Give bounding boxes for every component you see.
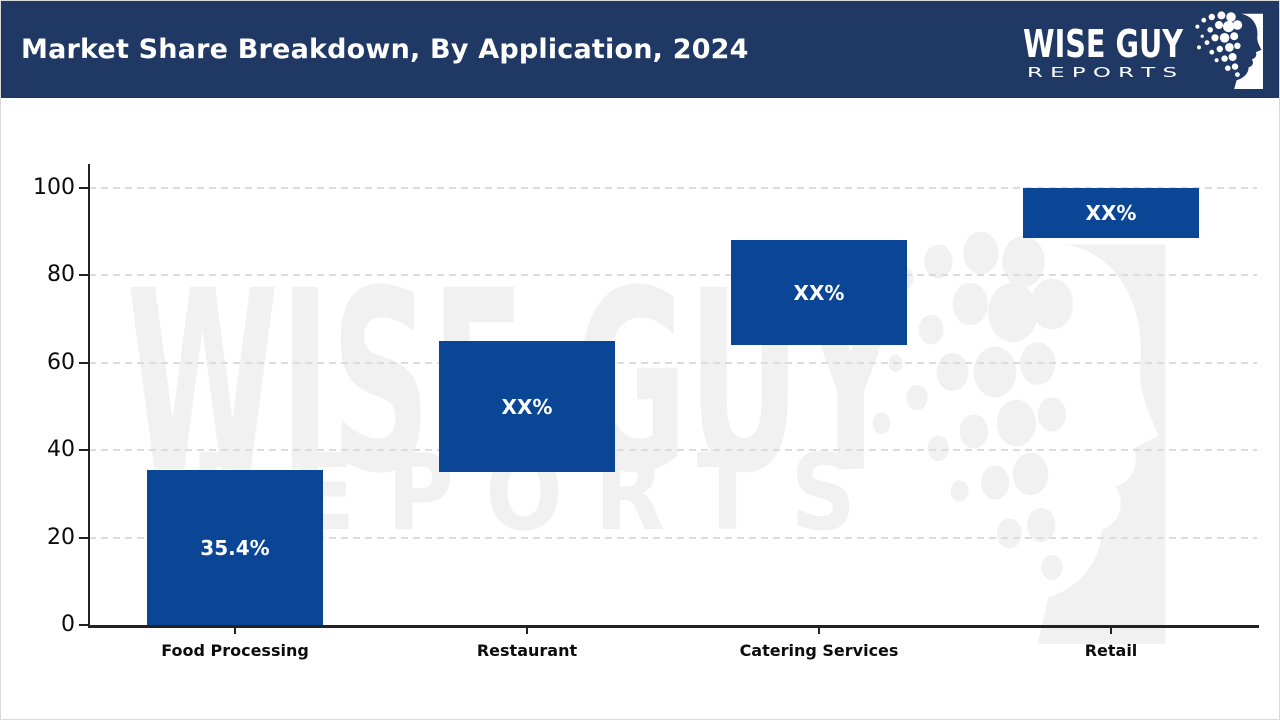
gridline-60 [89, 361, 1257, 364]
bar-restaurant: XX% [439, 340, 615, 473]
y-tick-label-80: 80 [47, 262, 75, 288]
y-tick-label-60: 60 [47, 349, 75, 375]
bar-value-label-food-processing: 35.4% [200, 535, 270, 560]
header-bar: Market Share Breakdown, By Application, … [1, 1, 1279, 98]
bar-value-label-restaurant: XX% [501, 394, 553, 419]
wiseguy-logo: WISE GUY R E P O R T S [1023, 11, 1263, 89]
y-axis-line [88, 164, 90, 627]
x-tick-mark-food-processing [234, 625, 236, 634]
gridline-80 [89, 274, 1257, 277]
logo-subtitle: R E P O R T S [1027, 66, 1177, 81]
bar-food-processing: 35.4% [147, 470, 323, 625]
bar-catering-services: XX% [731, 240, 907, 346]
gridline-20 [89, 536, 1257, 539]
y-tick-mark-100 [79, 187, 88, 190]
y-tick-label-0: 0 [61, 612, 75, 637]
category-label-retail: Retail [1084, 641, 1138, 660]
y-tick-label-100: 100 [33, 175, 75, 201]
bar-value-label-catering-services: XX% [793, 280, 845, 305]
x-tick-mark-catering-services [818, 625, 820, 634]
chart-title: Market Share Breakdown, By Application, … [21, 34, 749, 65]
gridline-100 [89, 187, 1257, 190]
y-tick-mark-80 [79, 274, 88, 277]
category-label-catering-services: Catering Services [739, 641, 899, 660]
y-tick-mark-60 [79, 361, 88, 364]
bar-value-label-retail: XX% [1085, 201, 1137, 226]
x-tick-mark-restaurant [526, 625, 528, 634]
gridline-40 [89, 449, 1257, 452]
y-tick-mark-40 [79, 449, 88, 452]
bar-retail: XX% [1023, 188, 1199, 239]
y-tick-mark-20 [79, 536, 88, 539]
category-label-food-processing: Food Processing [161, 641, 309, 660]
logo-name: WISE GUY [1023, 22, 1183, 66]
x-axis-line [88, 625, 1259, 628]
y-tick-label-20: 20 [47, 524, 75, 550]
category-label-restaurant: Restaurant [476, 641, 578, 660]
y-tick-label-40: 40 [47, 437, 75, 463]
x-tick-mark-retail [1110, 625, 1112, 634]
y-tick-mark-0 [79, 624, 88, 626]
logo-head-icon [1195, 11, 1263, 89]
